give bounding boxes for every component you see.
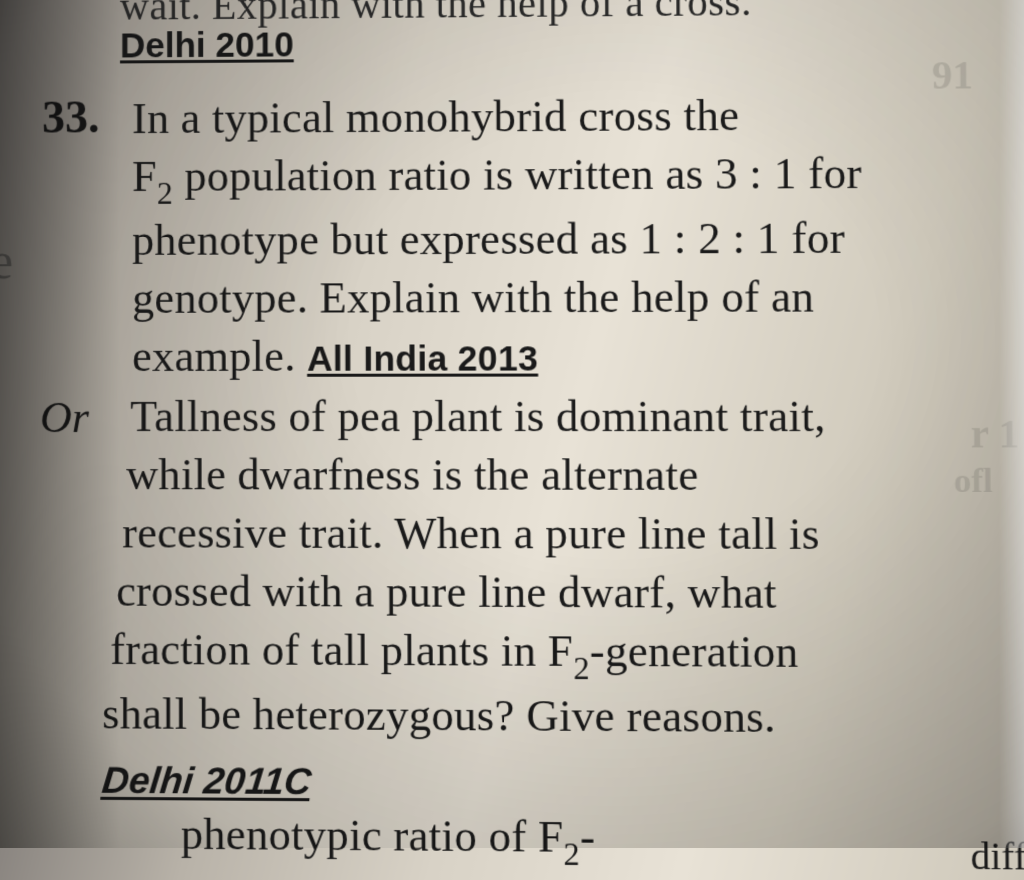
q-line2-pre: F (132, 152, 157, 201)
or-line5-post: -generation (590, 627, 799, 678)
or-line2: while dwarfness is the alternate (126, 450, 698, 500)
q-line3: phenotype but expressed as 1 : 2 : 1 for (132, 213, 845, 265)
or-line1: Tallness of pea plant is dominant trait, (130, 392, 826, 442)
bottom-sub: 2 (563, 836, 580, 872)
bottom-pre: phenotypic ratio of F (181, 809, 564, 861)
question-body: In a typical monohybrid cross the F2 pop… (132, 85, 1011, 386)
or-body: Tallness of pea plant is dominant trait,… (130, 387, 1024, 748)
exam-tag-delhi-2011c: Delhi 2011C (100, 760, 313, 804)
or-line4: crossed with a pure line dwarf, what (116, 567, 777, 618)
or-line5-pre: fraction of tall plants in F (110, 625, 573, 676)
q-line2-sub: 2 (157, 176, 173, 211)
partial-next-line: phenotypic ratio of F2- (181, 808, 596, 870)
q-line4: genotype. Explain with the help of an (132, 272, 814, 323)
question-33: 33. In a typical monohybrid cross the F2… (42, 85, 1011, 386)
page-surface: wait. Explain with the help of a cross. … (0, 0, 1024, 857)
or-line3: recessive trait. When a pure line tall i… (122, 508, 820, 559)
q-line2-post: population ratio is written as 3 : 1 for (173, 149, 862, 201)
exam-tag-all-india-2013: All India 2013 (307, 339, 538, 378)
bottom-post: - (580, 812, 596, 862)
bottom-right-fragment: diff (971, 834, 1024, 880)
exam-tag-delhi-2010: Delhi 2010 (120, 25, 294, 66)
or-line6: shall be heterozygous? Give reasons. (102, 689, 776, 742)
q-line1: In a typical monohybrid cross the (132, 91, 739, 143)
or-line5-sub: 2 (573, 651, 590, 687)
q-line5: example. (132, 331, 307, 380)
left-margin-fragment: e (0, 232, 13, 291)
or-label: Or (40, 392, 89, 443)
question-number: 33. (42, 90, 99, 143)
or-section: Or Tallness of pea plant is dominant tra… (42, 387, 1024, 748)
